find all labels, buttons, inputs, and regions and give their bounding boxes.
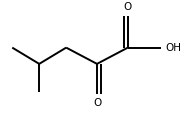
Text: O: O (93, 98, 101, 108)
Text: O: O (124, 2, 132, 12)
Text: OH: OH (165, 43, 181, 53)
